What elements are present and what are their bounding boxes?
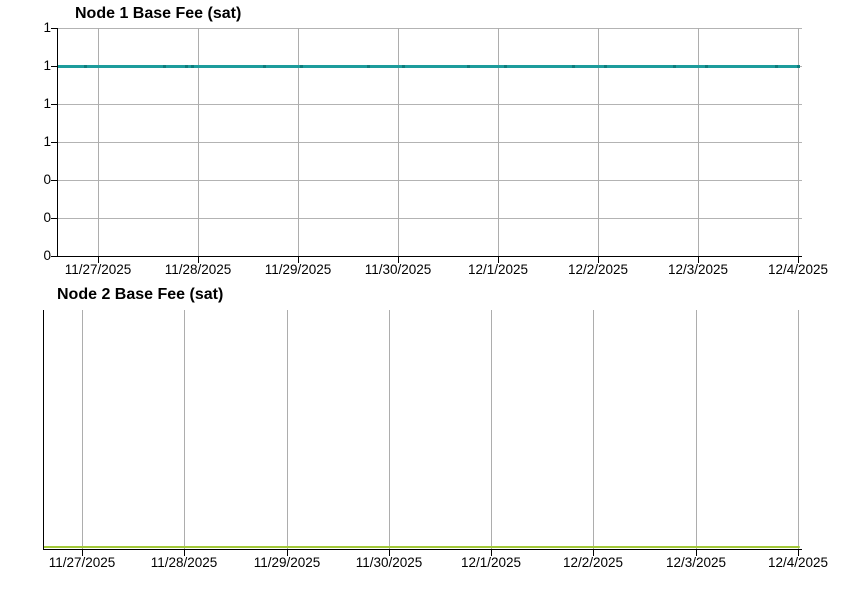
data-point-marker: [467, 65, 470, 68]
y-axis-tick: [51, 66, 57, 67]
x-tick-label: 11/28/2025: [150, 555, 218, 570]
x-tick-label: 11/30/2025: [364, 262, 432, 277]
y-axis-tick: [51, 142, 57, 143]
data-point-marker: [673, 65, 676, 68]
x-axis-line: [57, 256, 802, 257]
y-axis-tick: [51, 28, 57, 29]
chart-title: Node 2 Base Fee (sat): [57, 286, 224, 303]
x-tick-label: 12/4/2025: [767, 262, 829, 277]
x-axis-tick: [287, 550, 288, 556]
h-gridline: [57, 180, 802, 181]
y-tick-label: 0: [43, 210, 51, 225]
x-tick-label: 12/1/2025: [467, 262, 529, 277]
data-point-marker: [263, 65, 266, 68]
v-gridline: [696, 310, 697, 549]
y-tick-label: 1: [43, 134, 51, 149]
x-axis-tick: [98, 257, 99, 263]
y-axis-tick: [51, 104, 57, 105]
data-point-marker: [775, 65, 778, 68]
v-gridline: [498, 28, 499, 256]
x-tick-label: 11/29/2025: [253, 555, 321, 570]
x-tick-label: 12/2/2025: [567, 262, 629, 277]
x-axis-tick: [696, 550, 697, 556]
data-point-marker: [604, 65, 607, 68]
x-axis-tick: [82, 550, 83, 556]
h-gridline: [57, 28, 802, 29]
v-gridline: [798, 310, 799, 549]
v-gridline: [82, 310, 83, 549]
x-tick-label: 11/27/2025: [48, 555, 116, 570]
x-axis-tick: [598, 257, 599, 263]
x-tick-label: 11/28/2025: [164, 262, 232, 277]
v-gridline: [287, 310, 288, 549]
v-gridline: [598, 28, 599, 256]
v-gridline: [98, 28, 99, 256]
x-axis-line: [43, 549, 802, 550]
x-tick-label: 11/29/2025: [264, 262, 332, 277]
data-point-marker: [185, 65, 188, 68]
y-tick-label: 0: [43, 172, 51, 187]
data-point-marker: [402, 65, 405, 68]
v-gridline: [593, 310, 594, 549]
data-point-marker: [191, 65, 194, 68]
x-tick-label: 12/2/2025: [562, 555, 624, 570]
y-axis-tick: [51, 218, 57, 219]
data-point-marker: [572, 65, 575, 68]
x-tick-label: 12/3/2025: [665, 555, 727, 570]
y-tick-label: 0: [43, 248, 51, 263]
data-point-marker: [797, 65, 800, 68]
x-tick-label: 12/1/2025: [460, 555, 522, 570]
data-point-marker: [163, 65, 166, 68]
v-gridline: [398, 28, 399, 256]
x-axis-tick: [593, 550, 594, 556]
y-axis-tick: [51, 256, 57, 257]
x-axis-tick: [498, 257, 499, 263]
x-tick-label: 12/4/2025: [767, 555, 829, 570]
data-point-marker: [705, 65, 708, 68]
h-gridline: [57, 218, 802, 219]
h-gridline: [57, 104, 802, 105]
data-point-marker: [300, 65, 303, 68]
data-point-marker: [504, 65, 507, 68]
y-axis-line: [57, 28, 58, 257]
x-axis-tick: [184, 550, 185, 556]
v-gridline: [184, 310, 185, 549]
series-line-node2-base-fee: [43, 546, 800, 548]
y-tick-label: 1: [43, 20, 51, 35]
y-tick-label: 1: [43, 96, 51, 111]
series-line-node1-base-fee: [57, 65, 800, 68]
x-tick-label: 11/30/2025: [355, 555, 423, 570]
y-axis-line: [43, 310, 44, 550]
h-gridline: [57, 142, 802, 143]
x-axis-tick: [198, 257, 199, 263]
v-gridline: [298, 28, 299, 256]
x-axis-tick: [298, 257, 299, 263]
chart-title: Node 1 Base Fee (sat): [75, 5, 242, 22]
x-axis-tick: [491, 550, 492, 556]
data-point-marker: [367, 65, 370, 68]
x-axis-tick: [698, 257, 699, 263]
x-tick-label: 12/3/2025: [667, 262, 729, 277]
v-gridline: [491, 310, 492, 549]
x-tick-label: 11/27/2025: [64, 262, 132, 277]
y-tick-label: 1: [43, 58, 51, 73]
x-axis-tick: [798, 550, 799, 556]
x-axis-tick: [798, 257, 799, 263]
v-gridline: [198, 28, 199, 256]
data-point-marker: [84, 65, 87, 68]
y-axis-tick: [51, 180, 57, 181]
v-gridline: [389, 310, 390, 549]
x-axis-tick: [389, 550, 390, 556]
x-axis-tick: [398, 257, 399, 263]
v-gridline: [698, 28, 699, 256]
v-gridline: [798, 28, 799, 256]
